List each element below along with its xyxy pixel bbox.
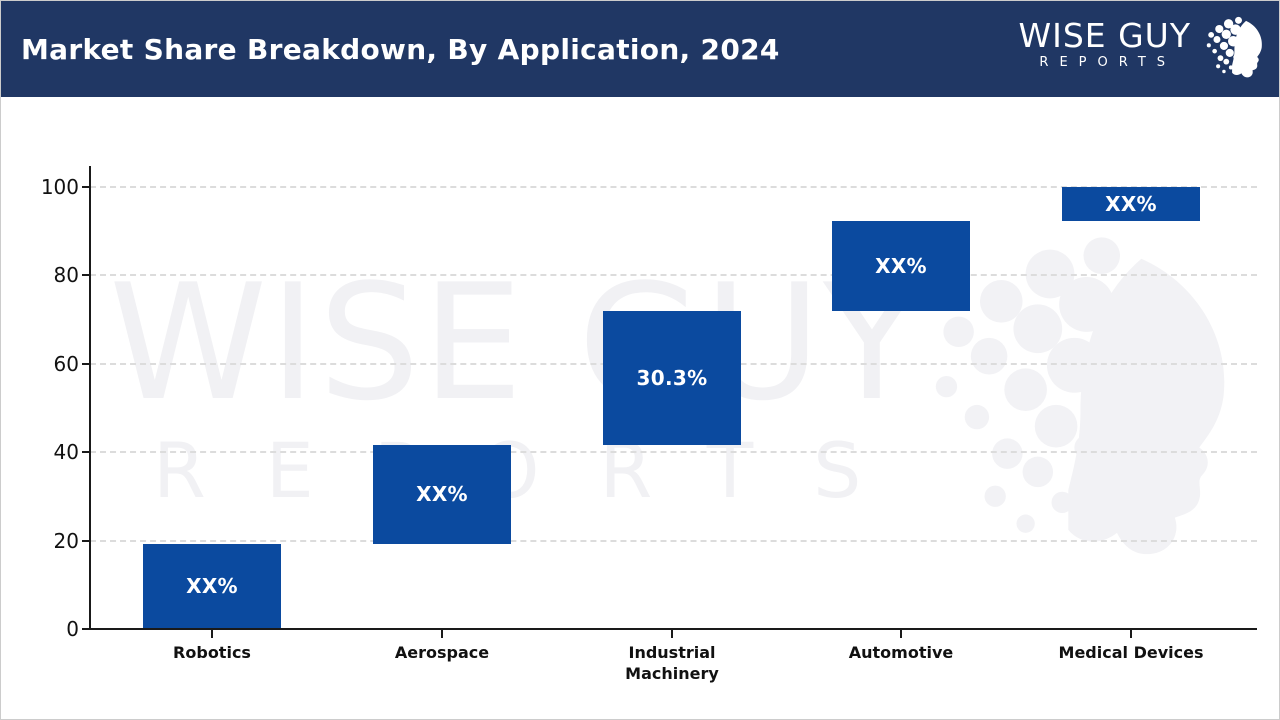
x-tick-mark-medical-devices: [1130, 630, 1132, 638]
x-tick-mark-robotics: [211, 630, 213, 638]
bar-value-label-robotics: XX%: [186, 574, 238, 599]
y-tick-mark-80: [82, 274, 90, 277]
gridline-40: [90, 451, 1257, 454]
x-category-label-aerospace: Aerospace: [394, 643, 490, 662]
x-category-label-robotics: Robotics: [173, 643, 251, 662]
y-tick-mark-40: [82, 451, 90, 454]
bar-value-label-automotive: XX%: [875, 253, 927, 278]
logo-face-icon: [1206, 16, 1262, 78]
bar-automotive: XX%: [832, 220, 970, 311]
y-tick-label-60: 60: [53, 351, 79, 376]
y-tick-label-80: 80: [53, 263, 79, 288]
y-tick-label-0: 0: [66, 617, 79, 641]
bar-value-label-industrial-machinery: 30.3%: [636, 365, 708, 390]
y-tick-label-100: 100: [40, 175, 79, 199]
x-tick-mark-industrial-machinery: [671, 630, 673, 638]
bar-value-label-aerospace: XX%: [416, 482, 468, 507]
page-title: Market Share Breakdown, By Application, …: [21, 32, 780, 66]
y-tick-label-40: 40: [53, 440, 79, 465]
bar-aerospace: XX%: [373, 444, 511, 544]
y-tick-label-20: 20: [53, 528, 79, 553]
logo-sub-wordmark: REPORTS: [1039, 55, 1177, 71]
y-tick-mark-60: [82, 362, 90, 365]
x-category-label-automotive: Automotive: [848, 643, 954, 662]
y-tick-mark-0: [82, 628, 90, 630]
y-axis: [89, 166, 91, 630]
x-tick-mark-automotive: [900, 630, 902, 638]
wiseguy-logo: WISE GUY REPORTS: [1018, 16, 1191, 71]
logo-wordmark: WISE GUY: [1018, 16, 1191, 55]
x-axis: [89, 628, 1257, 630]
y-tick-mark-20: [82, 539, 90, 542]
header: Market Share Breakdown, By Application, …: [1, 1, 1279, 97]
bar-value-label-medical-devices: XX%: [1105, 191, 1157, 216]
x-category-label-industrial-machinery: Industrial Machinery: [625, 643, 719, 683]
x-category-label-medical-devices: Medical Devices: [1058, 643, 1204, 662]
y-tick-mark-100: [82, 186, 90, 188]
gridline-100: [90, 186, 1257, 188]
bar-industrial-machinery: 30.3%: [603, 310, 741, 445]
bar-medical-devices: XX%: [1062, 187, 1200, 221]
gridline-20: [90, 539, 1257, 542]
watermark-wiseguy-text: WISE GUY: [109, 249, 923, 436]
gridline-80: [90, 274, 1257, 277]
x-tick-mark-aerospace: [441, 630, 443, 638]
bar-robotics: XX%: [143, 543, 281, 629]
